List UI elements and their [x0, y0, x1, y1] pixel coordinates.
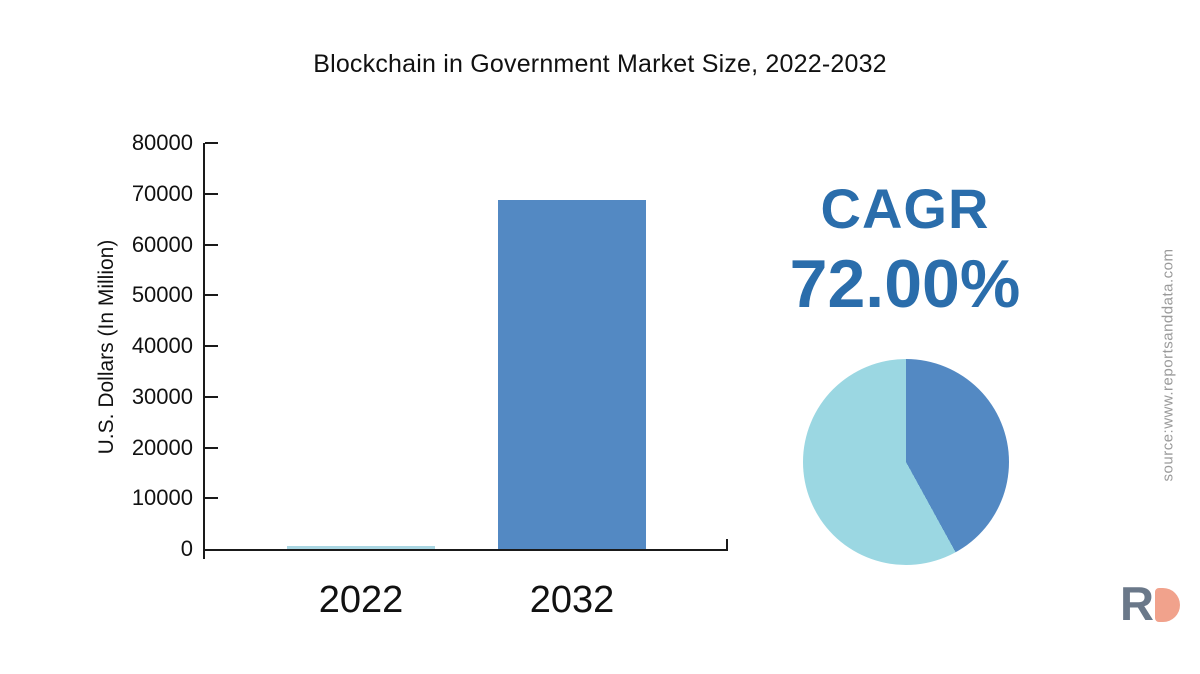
logo-letter-d: D [1154, 588, 1180, 622]
y-tick-label: 30000 [131, 383, 193, 409]
x-tick-label: 2022 [318, 579, 404, 621]
cagr-label: CAGR [820, 177, 990, 240]
y-tick-label: 40000 [131, 333, 193, 358]
y-tick-label: 0 [180, 536, 193, 561]
y-tick-label: 50000 [131, 282, 193, 308]
y-tick-label: 20000 [131, 434, 193, 460]
cagr-value: 72.00% [789, 246, 1021, 322]
y-axis-tick [205, 294, 218, 297]
y-axis-tick [205, 243, 218, 246]
source-note: source:www.reportsanddata.com [1159, 248, 1177, 482]
x-tick-label: 2032 [529, 579, 615, 621]
bar-chart-plot-area: 0 10000 20000 30000 40000 50000 60000 70000 8000… [132, 130, 728, 621]
y-axis-title: U.S. Dollars (In Million) [95, 239, 118, 455]
y-tick-label: 60000 [131, 231, 193, 257]
brand-logo: R D [1120, 577, 1180, 630]
y-tick-label: 10000 [131, 485, 193, 511]
cagr-block: CAGR 72.00% [758, 177, 1052, 323]
y-axis-tick [205, 497, 218, 500]
bar-2022 [287, 546, 435, 549]
y-tick-label: 70000 [131, 180, 193, 206]
bar-2032 [498, 199, 646, 549]
y-axis-tick [205, 345, 218, 347]
chart-title: Blockchain in Government Market Size, 20… [313, 50, 887, 78]
y-axis-tick [205, 192, 218, 195]
y-axis-tick [205, 142, 218, 144]
y-axis-overshoot [203, 549, 205, 559]
y-tick-label: 80000 [131, 130, 193, 155]
y-axis-tick [205, 446, 218, 449]
logo-letter-r: R [1120, 577, 1154, 630]
pie-chart [803, 359, 1009, 565]
x-axis-end-tick [726, 539, 728, 549]
y-axis-tick [205, 395, 218, 398]
